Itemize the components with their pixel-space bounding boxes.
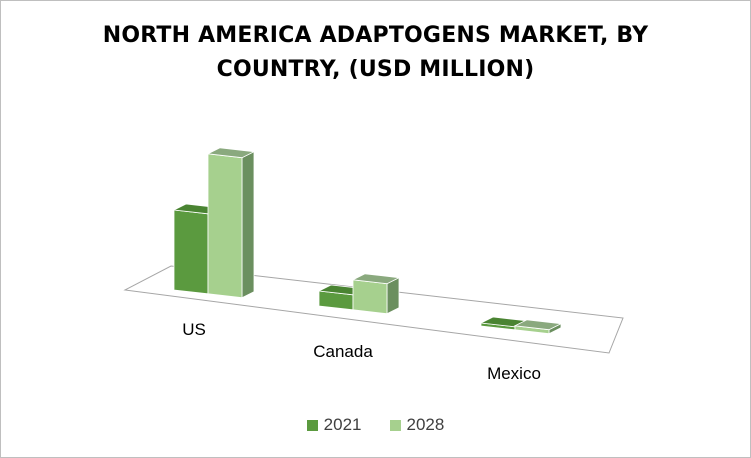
bar-front-face <box>207 153 243 299</box>
legend-swatch-2021 <box>306 419 318 431</box>
chart-title-line-2: COUNTRY, (USD MILLION) <box>216 57 535 82</box>
bar-2028-us <box>206 147 256 299</box>
chart-title-line-1: NORTH AMERICA ADAPTOGENS MARKET, BY <box>102 23 649 48</box>
chart-title: NORTH AMERICA ADAPTOGENS MARKET, BY COUN… <box>1 19 750 87</box>
category-label-mexico: Mexico <box>487 364 541 383</box>
legend: 2021 2028 <box>1 415 750 435</box>
category-label-canada: Canada <box>313 342 373 361</box>
bar-top-face <box>513 319 563 331</box>
category-label-us: US <box>182 320 206 339</box>
bar-front-face <box>352 279 388 315</box>
bars-group <box>172 147 563 335</box>
category-labels: US Canada Mexico <box>182 320 541 383</box>
legend-item-2028: 2028 <box>389 415 445 435</box>
legend-label-2021: 2021 <box>323 415 362 434</box>
legend-label-2028: 2028 <box>406 415 445 434</box>
legend-item-2021: 2021 <box>306 415 362 435</box>
bar-top-face <box>206 147 256 159</box>
bar-side-face <box>241 151 255 299</box>
bar-2028-canada <box>351 273 401 315</box>
bar-2028-mexico <box>513 319 563 335</box>
bar-front-face <box>173 209 209 295</box>
legend-swatch-2028 <box>389 419 401 431</box>
bar-top-face <box>351 273 401 285</box>
